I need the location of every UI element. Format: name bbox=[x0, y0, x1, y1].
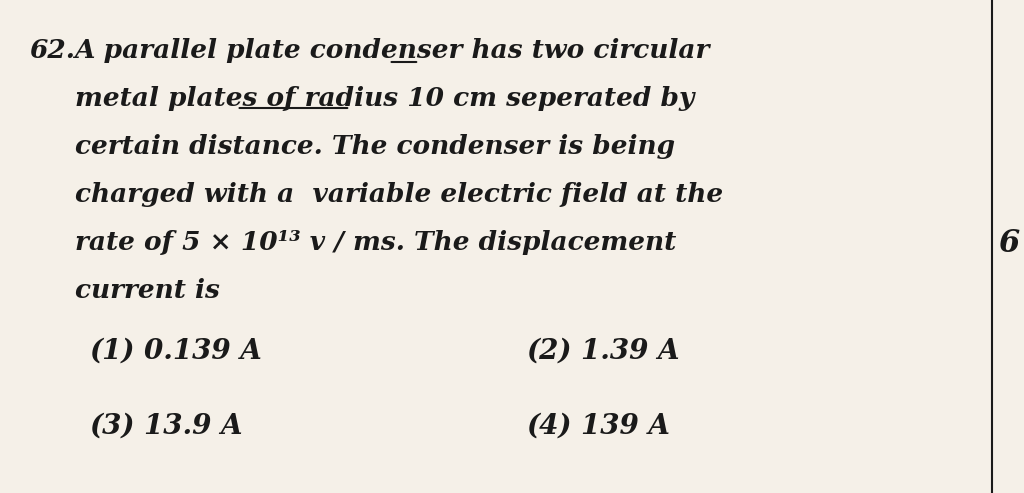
Text: 6: 6 bbox=[998, 227, 1020, 258]
Text: 62.: 62. bbox=[30, 38, 76, 63]
Text: (3): (3) bbox=[89, 413, 135, 440]
Text: A parallel plate condenser has two circular: A parallel plate condenser has two circu… bbox=[75, 38, 710, 63]
Text: 139 A: 139 A bbox=[582, 413, 670, 440]
Text: current is: current is bbox=[75, 278, 219, 303]
Text: (2): (2) bbox=[526, 338, 572, 365]
Text: charged with a  variable electric field at the: charged with a variable electric field a… bbox=[75, 182, 723, 207]
Text: 1.39 A: 1.39 A bbox=[582, 338, 680, 365]
Text: certain distance. The condenser is being: certain distance. The condenser is being bbox=[75, 134, 675, 159]
Text: (1): (1) bbox=[89, 338, 135, 365]
Text: 0.139 A: 0.139 A bbox=[144, 338, 262, 365]
Text: metal plates of radius 10 cm seperated by: metal plates of radius 10 cm seperated b… bbox=[75, 86, 694, 111]
Text: rate of 5 × 10¹³ v / ms. The displacement: rate of 5 × 10¹³ v / ms. The displacemen… bbox=[75, 230, 676, 255]
Text: (4): (4) bbox=[526, 413, 572, 440]
Text: 13.9 A: 13.9 A bbox=[144, 413, 243, 440]
